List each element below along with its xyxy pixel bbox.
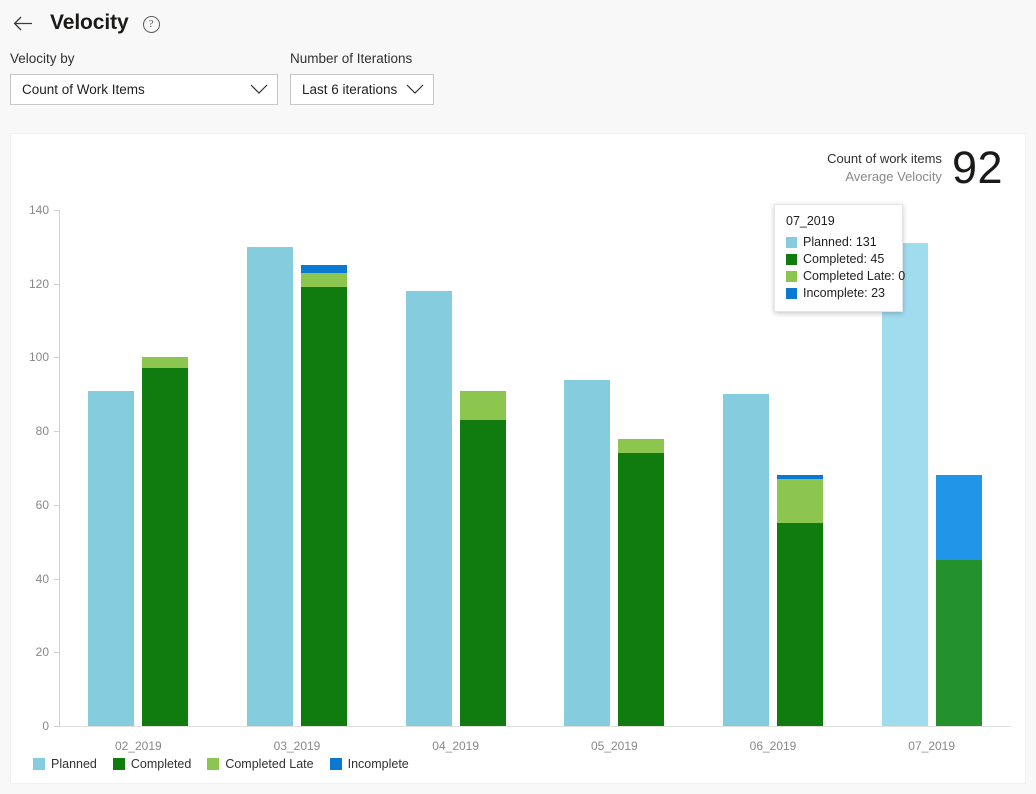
back-arrow-icon[interactable] (10, 10, 36, 36)
y-axis-tick-label: 20 (35, 645, 49, 660)
bar-completed[interactable] (459, 420, 506, 726)
tooltip-row-label: Completed Late: 0 (803, 269, 906, 283)
bar-completed-late[interactable] (142, 357, 189, 369)
y-axis-tick-label: 40 (35, 571, 49, 586)
summary-average-value: 92 (951, 142, 1003, 193)
legend-item-label: Completed (130, 757, 192, 771)
chevron-down-icon (406, 84, 424, 95)
legend-item-incomplete[interactable]: Incomplete (329, 757, 409, 771)
filter-number-of-iterations: Number of Iterations Last 6 iterations (290, 50, 434, 128)
bar-completed-late[interactable] (618, 438, 665, 454)
x-axis-tick-label: 05_2019 (590, 739, 638, 753)
filter-velocity-by-label: Velocity by (10, 51, 75, 66)
tooltip-row-label: Completed: 45 (803, 252, 885, 266)
bar-completed[interactable] (142, 368, 189, 726)
average-velocity-summary: Count of work items Average Velocity 92 (827, 144, 1003, 192)
y-axis-tick-mark (54, 726, 59, 727)
y-axis-tick-label: 140 (28, 203, 49, 217)
bar-completed-late[interactable] (459, 390, 506, 421)
number-of-iterations-dropdown[interactable]: Last 6 iterations (290, 74, 434, 105)
y-axis-tick-mark (54, 283, 59, 285)
velocity-by-dropdown[interactable]: Count of Work Items (10, 74, 278, 105)
bar-completed[interactable] (777, 523, 823, 726)
legend-color-swatch (329, 758, 342, 770)
velocity-bar-chart: 0 20 40 60 80 100 120 140 02_2019 03_2019 04_2019 0… (11, 134, 1027, 785)
tooltip-color-swatch (786, 288, 797, 299)
bar-completed-late[interactable] (777, 479, 823, 524)
tooltip-color-swatch (786, 254, 797, 265)
y-axis-tick-label: 100 (28, 350, 49, 365)
chart-legend: Planned Completed Completed Late Incomplete (33, 757, 409, 771)
legend-item-label: Completed Late (225, 757, 314, 771)
tooltip-color-swatch (786, 237, 797, 248)
filter-bar: Velocity by Count of Work Items Number o… (0, 46, 1036, 128)
y-axis-tick-mark (54, 504, 59, 506)
page-title: Velocity (50, 11, 129, 34)
bar-completed-late[interactable] (301, 272, 347, 288)
x-axis-tick-label: 06_2019 (749, 739, 797, 753)
question-circle-icon[interactable]: ? (142, 16, 160, 33)
bar-planned[interactable] (247, 246, 293, 726)
tooltip-color-swatch (786, 271, 797, 282)
summary-average-label: Average Velocity (845, 169, 942, 184)
y-axis-tick-mark (54, 652, 59, 654)
tooltip-title: 07_2019 (786, 214, 835, 228)
tooltip-row-label: Planned: 131 (803, 235, 877, 249)
x-axis-line (59, 726, 1011, 727)
legend-item-completed-late[interactable]: Completed Late (207, 757, 314, 771)
y-axis-line (59, 210, 60, 726)
bar-planned[interactable] (881, 243, 928, 726)
y-axis-tick-label: 0 (42, 719, 49, 733)
y-axis-tick-mark (54, 431, 59, 433)
chevron-down-icon (250, 84, 268, 95)
x-axis-tick-label: 03_2019 (273, 739, 321, 753)
velocity-by-value: Count of Work Items (22, 82, 145, 97)
legend-item-label: Planned (51, 757, 97, 771)
legend-item-completed[interactable]: Completed (112, 757, 192, 771)
y-axis-tick-label: 120 (28, 276, 49, 291)
legend-item-label: Incomplete (347, 757, 409, 771)
legend-color-swatch (207, 758, 220, 770)
x-axis-tick-label: 04_2019 (432, 739, 480, 753)
bar-completed[interactable] (618, 453, 665, 726)
tooltip-row: Completed Late: 0 (786, 268, 905, 285)
bar-incomplete[interactable] (301, 265, 347, 273)
legend-color-swatch (112, 758, 125, 770)
y-axis-tick-mark (54, 357, 59, 359)
bar-planned[interactable] (88, 390, 135, 726)
bar-incomplete[interactable] (935, 475, 982, 561)
summary-metric-label: Count of work items (827, 151, 942, 166)
page-header: Velocity ? (0, 0, 1036, 46)
filter-number-of-iterations-label: Number of Iterations (290, 51, 413, 66)
bar-planned[interactable] (723, 394, 769, 726)
bar-completed[interactable] (935, 560, 982, 726)
tooltip-row: Incomplete: 23 (786, 285, 891, 302)
x-axis-tick-label: 02_2019 (114, 739, 162, 753)
y-axis-tick-mark (54, 210, 59, 211)
legend-item-planned[interactable]: Planned (33, 757, 97, 771)
tooltip-row-label: Incomplete: 23 (803, 286, 885, 300)
bar-incomplete[interactable] (777, 475, 823, 480)
x-axis-tick-label: 07_2019 (908, 739, 956, 753)
number-of-iterations-value: Last 6 iterations (302, 82, 398, 97)
filter-velocity-by: Velocity by Count of Work Items (10, 50, 278, 128)
bar-planned[interactable] (405, 291, 452, 726)
bar-planned[interactable] (564, 379, 611, 726)
legend-color-swatch (33, 758, 45, 770)
chart-tooltip: 07_2019 Planned: 131 Completed: 45 Complet… (774, 204, 905, 312)
velocity-chart-card: Count of work items Average Velocity 92 … (10, 133, 1026, 784)
bar-completed[interactable] (301, 287, 347, 726)
y-axis-tick-label: 80 (35, 424, 49, 439)
tooltip-row: Planned: 131 (786, 234, 891, 251)
tooltip-row: Completed: 45 (786, 251, 891, 268)
y-axis-tick-label: 60 (35, 497, 49, 512)
y-axis-tick-mark (54, 578, 59, 580)
